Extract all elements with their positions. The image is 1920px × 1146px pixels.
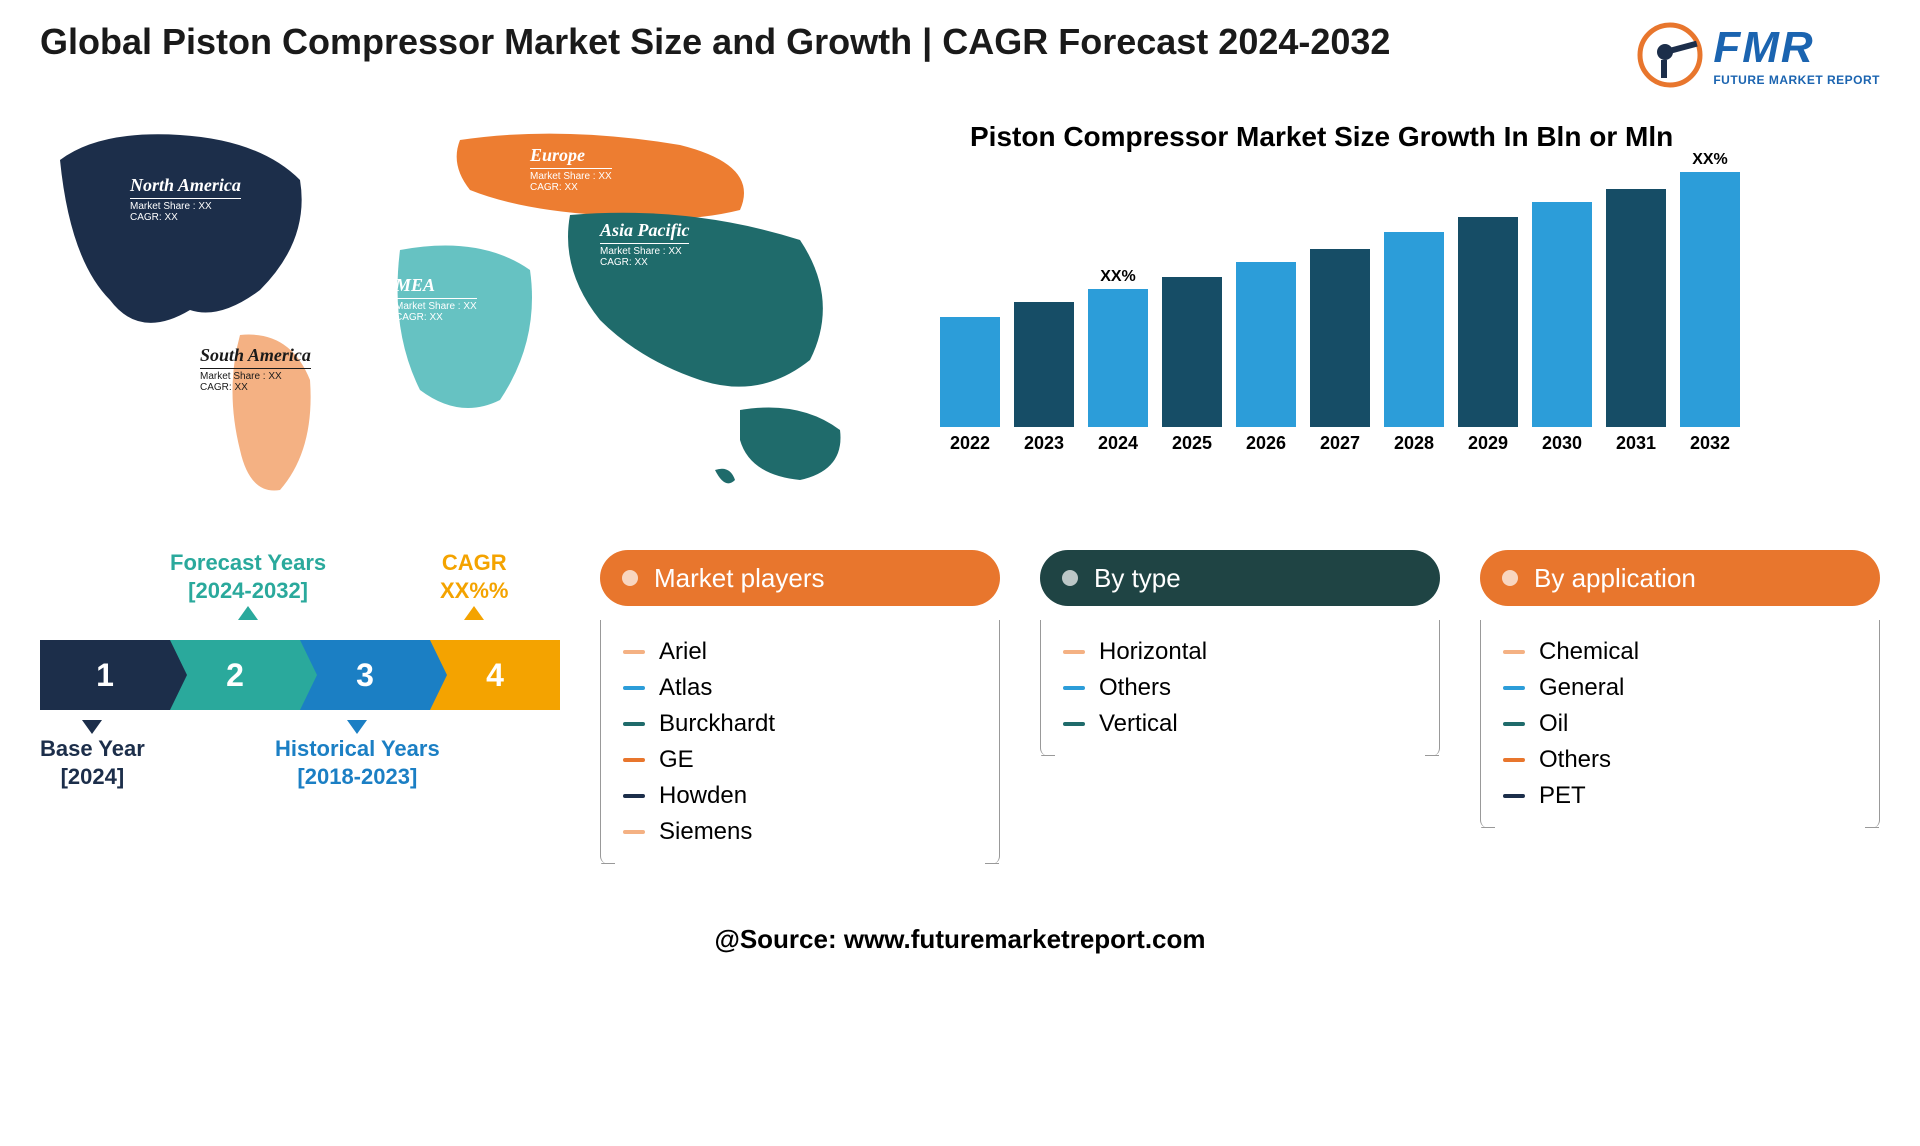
- list-item-label: General: [1539, 674, 1624, 702]
- list-item: Howden: [623, 778, 977, 814]
- list-item: General: [1503, 670, 1857, 706]
- list-item: Oil: [1503, 706, 1857, 742]
- list-item-label: Siemens: [659, 818, 752, 846]
- bar-2022: 2022: [940, 317, 1000, 454]
- list-item: Ariel: [623, 634, 977, 670]
- list-item-label: Ariel: [659, 638, 707, 666]
- cagr-label: CAGR XX%%: [440, 550, 508, 620]
- timeline: Forecast Years [2024-2032] CAGR XX%% 123…: [40, 550, 560, 710]
- list-item: Vertical: [1063, 706, 1417, 742]
- region-label-europe: Europe Market Share : XXCAGR: XX: [530, 145, 612, 193]
- list-item: Burckhardt: [623, 706, 977, 742]
- category-by-application: By application Chemical General Oil: [1480, 550, 1880, 864]
- timeline-segment-3: 3: [300, 640, 430, 710]
- dot-icon: [1502, 570, 1518, 586]
- forecast-label: Forecast Years [2024-2032]: [170, 550, 326, 620]
- fmr-logo: FMR FUTURE MARKET REPORT: [1635, 20, 1880, 90]
- list-item-label: Chemical: [1539, 638, 1639, 666]
- list-item: Chemical: [1503, 634, 1857, 670]
- bar-2027: 2027: [1310, 249, 1370, 454]
- pill-title: Market players: [654, 563, 825, 594]
- historical-label: Historical Years [2018-2023]: [275, 720, 440, 790]
- bar-2029: 2029: [1458, 217, 1518, 454]
- list-item-label: GE: [659, 746, 694, 774]
- logo-text: FMR: [1713, 23, 1880, 73]
- list-item-label: Others: [1099, 674, 1171, 702]
- timeline-segment-1: 1: [40, 640, 170, 710]
- timeline-segment-2: 2: [170, 640, 300, 710]
- list-item-label: Horizontal: [1099, 638, 1207, 666]
- list-item: Others: [1063, 670, 1417, 706]
- list-item-label: PET: [1539, 782, 1586, 810]
- list-box: Ariel Atlas Burckhardt GE: [600, 620, 1000, 864]
- list-item-label: Vertical: [1099, 710, 1178, 738]
- source-attribution: @Source: www.futuremarketreport.com: [40, 924, 1880, 955]
- base-year-label: Base Year [2024]: [40, 720, 145, 790]
- page-title: Global Piston Compressor Market Size and…: [40, 20, 1390, 63]
- list-item-label: Others: [1539, 746, 1611, 774]
- category-market-players: Market players Ariel Atlas Burckhardt: [600, 550, 1000, 864]
- bar-2028: 2028: [1384, 232, 1444, 454]
- list-item-label: Howden: [659, 782, 747, 810]
- list-box: Chemical General Oil Others: [1480, 620, 1880, 828]
- bar-chart: Piston Compressor Market Size Growth In …: [930, 120, 1880, 500]
- world-map: North America Market Share : XXCAGR: XX S…: [40, 120, 900, 500]
- bar-2025: 2025: [1162, 277, 1222, 454]
- pill-header: By type: [1040, 550, 1440, 606]
- logo-subtitle: FUTURE MARKET REPORT: [1713, 73, 1880, 87]
- bar-2032: XX% 2032: [1680, 172, 1740, 454]
- list-item: Others: [1503, 742, 1857, 778]
- region-label-south-america: South America Market Share : XXCAGR: XX: [200, 345, 311, 393]
- list-item-label: Oil: [1539, 710, 1568, 738]
- pill-title: By type: [1094, 563, 1181, 594]
- pill-header: Market players: [600, 550, 1000, 606]
- bar-2030: 2030: [1532, 202, 1592, 454]
- list-item: Siemens: [623, 814, 977, 850]
- bar-2024: XX% 2024: [1088, 289, 1148, 454]
- bar-2031: 2031: [1606, 189, 1666, 454]
- list-item-label: Burckhardt: [659, 710, 775, 738]
- bar-2023: 2023: [1014, 302, 1074, 454]
- list-item: PET: [1503, 778, 1857, 814]
- telescope-icon: [1635, 20, 1705, 90]
- region-label-asia-pacific: Asia Pacific Market Share : XXCAGR: XX: [600, 220, 689, 268]
- timeline-segment-4: 4: [430, 640, 560, 710]
- pill-title: By application: [1534, 563, 1696, 594]
- bar-2026: 2026: [1236, 262, 1296, 454]
- chart-title: Piston Compressor Market Size Growth In …: [970, 120, 1880, 154]
- list-item: Horizontal: [1063, 634, 1417, 670]
- region-label-north-america: North America Market Share : XXCAGR: XX: [130, 175, 241, 223]
- region-label-mea: MEA Market Share : XXCAGR: XX: [395, 275, 477, 323]
- list-item-label: Atlas: [659, 674, 712, 702]
- category-by-type: By type Horizontal Others Vertical: [1040, 550, 1440, 864]
- list-item: GE: [623, 742, 977, 778]
- pill-header: By application: [1480, 550, 1880, 606]
- list-item: Atlas: [623, 670, 977, 706]
- dot-icon: [1062, 570, 1078, 586]
- dot-icon: [622, 570, 638, 586]
- list-box: Horizontal Others Vertical: [1040, 620, 1440, 756]
